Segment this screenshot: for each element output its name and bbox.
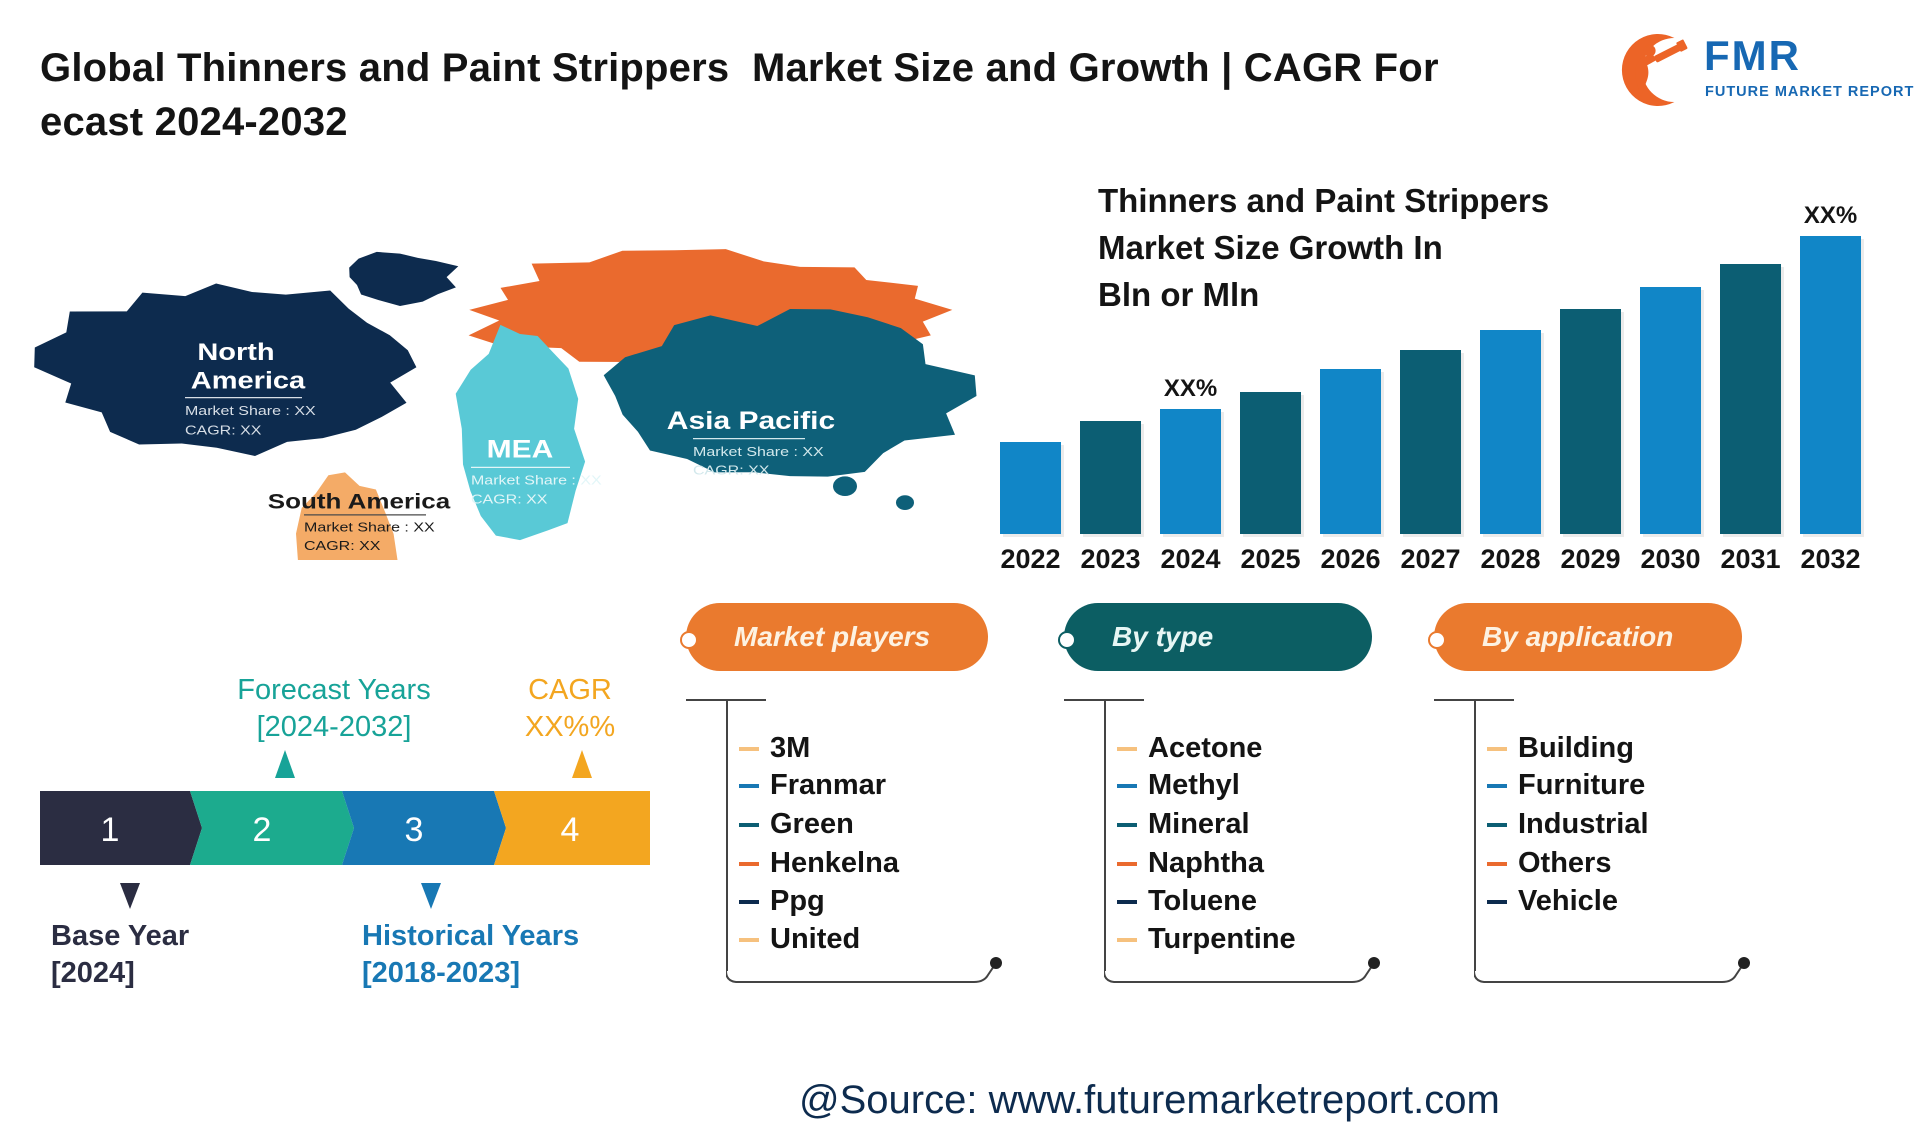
svg-text:Market Share : XX: Market Share : XX bbox=[304, 521, 435, 535]
svg-text:North: North bbox=[197, 338, 274, 365]
svg-text:3: 3 bbox=[405, 811, 424, 849]
svg-text:1: 1 bbox=[101, 811, 120, 849]
svg-text:2: 2 bbox=[253, 811, 272, 849]
svg-text:CAGR: XX: CAGR: XX bbox=[304, 539, 381, 553]
svg-text:CAGR: XX: CAGR: XX bbox=[185, 424, 262, 438]
svg-text:South America: South America bbox=[268, 490, 451, 514]
svg-text:Market Share : XX: Market Share : XX bbox=[693, 445, 824, 459]
svg-text:4: 4 bbox=[561, 811, 580, 849]
svg-text:Asia Pacific: Asia Pacific bbox=[667, 406, 835, 434]
svg-text:Market Share : XX: Market Share : XX bbox=[471, 474, 602, 488]
svg-text:CAGR: XX: CAGR: XX bbox=[471, 493, 548, 507]
svg-text:America: America bbox=[191, 367, 306, 394]
svg-text:MEA: MEA bbox=[487, 435, 554, 463]
svg-text:CAGR: XX: CAGR: XX bbox=[693, 464, 770, 478]
svg-text:Market Share : XX: Market Share : XX bbox=[185, 404, 316, 418]
